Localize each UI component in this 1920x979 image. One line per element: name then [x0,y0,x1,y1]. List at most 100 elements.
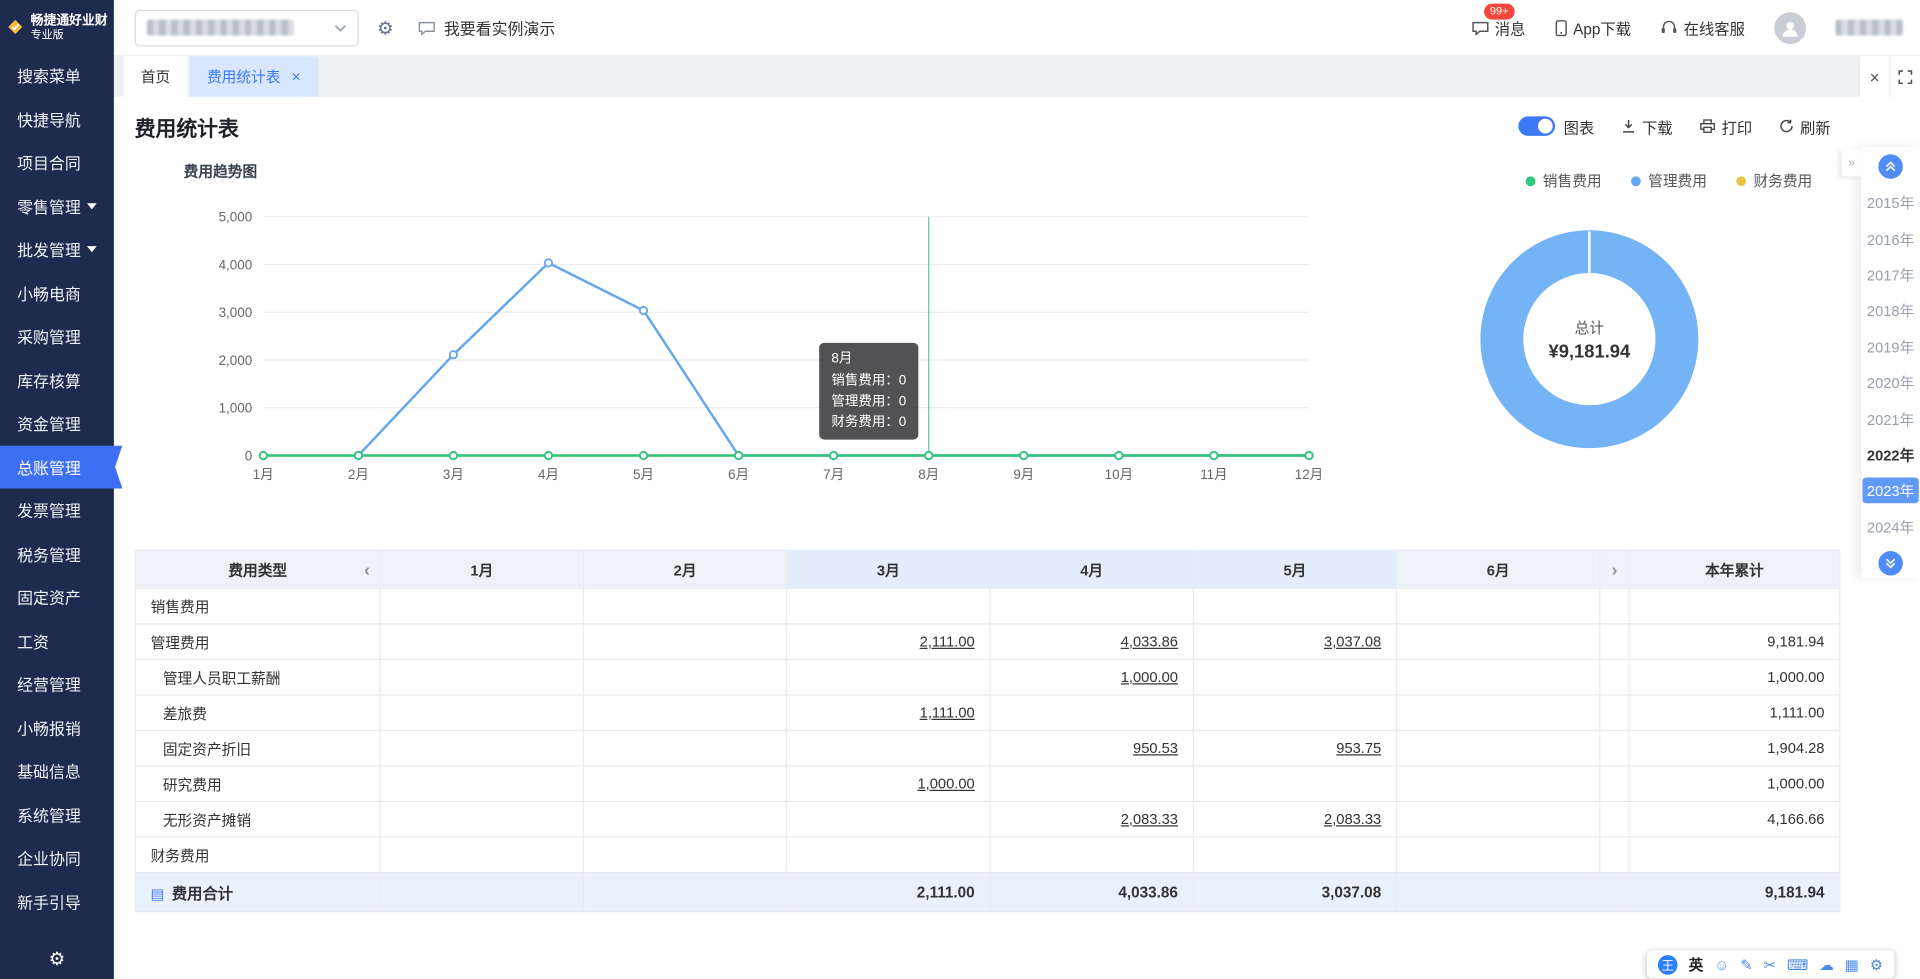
year-item[interactable]: 2019年 [1862,329,1919,365]
cell-value-link[interactable]: 1,000.00 [917,775,975,793]
year-item[interactable]: 2017年 [1862,257,1919,293]
month-cell [582,587,788,625]
chart-toggle[interactable] [1518,116,1556,136]
cell-value-link[interactable]: 3,037.08 [1324,633,1382,651]
sidebar-item[interactable]: 零售管理 [0,184,114,227]
sidebar-item[interactable]: 资金管理 [0,402,114,445]
sidebar-item[interactable]: 新手引导 [0,880,114,923]
print-button[interactable]: 打印 [1700,114,1752,137]
month-cell[interactable]: 950.53 [989,729,1194,767]
download-button[interactable]: 下载 [1621,114,1673,137]
month-cell[interactable]: 953.75 [1192,729,1398,767]
cell-value-link[interactable]: 950.53 [1133,739,1178,757]
prev-months-button[interactable]: ‹ [364,559,370,580]
month-cell[interactable]: 1,000.00 [989,658,1194,696]
scissors-icon[interactable]: ✂ [1763,955,1777,973]
month-cell[interactable]: 2,111.00 [786,623,991,661]
cloud-icon[interactable]: ☁ [1819,955,1834,973]
online-support-button[interactable]: 在线客服 [1660,16,1745,39]
sidebar-item[interactable]: 搜索菜单 [0,54,114,97]
sidebar-item[interactable]: 快捷导航 [0,97,114,140]
sidebar-item-label: 工资 [17,632,49,652]
column-header-month: 3月 [786,549,991,589]
year-item[interactable]: 2021年 [1862,401,1919,437]
sidebar-item[interactable]: 库存核算 [0,358,114,401]
svg-text:11月: 11月 [1200,467,1227,482]
scroll-years-up-button[interactable] [1878,154,1903,179]
keyboard-icon[interactable]: ⌨ [1787,955,1809,973]
year-item[interactable]: 2022年 [1862,437,1919,473]
avatar[interactable] [1774,11,1807,44]
scroll-years-down-button[interactable] [1878,550,1903,576]
month-cell[interactable]: 3,037.08 [1192,623,1398,661]
org-selector[interactable] [134,9,359,46]
year-item[interactable]: 2024年 [1862,509,1919,545]
legend-item[interactable]: 销售费用 [1525,170,1602,191]
grid-icon[interactable]: ▦ [1844,955,1859,973]
gear-icon[interactable]: ⚙ [1869,955,1884,973]
month-cell[interactable]: 4,033.86 [989,623,1194,661]
ime-language-badge[interactable]: 王 [1657,954,1678,975]
cell-value-link[interactable]: 2,083.33 [1324,810,1382,828]
app-download-button[interactable]: App下载 [1555,16,1631,39]
chevron-down-icon [86,202,97,210]
fullscreen-icon[interactable] [1889,56,1920,97]
year-item[interactable]: 2016年 [1862,221,1919,257]
legend-label: 销售费用 [1542,172,1602,190]
cell-value-link[interactable]: 953.75 [1336,739,1382,757]
sidebar-item[interactable]: 经营管理 [0,662,114,705]
sidebar-item[interactable]: 系统管理 [0,793,114,836]
month-cell [1395,729,1601,767]
cell-value-link[interactable]: 1,000.00 [1120,668,1178,686]
year-item[interactable]: 2020年 [1862,365,1919,401]
sidebar-item[interactable]: 总账管理 [0,445,122,488]
legend-item[interactable]: 财务费用 [1736,170,1812,191]
tab-list: 首页 费用统计表 × [123,56,321,97]
cell-value-link[interactable]: 1,111.00 [919,704,975,722]
sidebar-item[interactable]: 批发管理 [0,228,114,271]
sidebar-settings-gear-icon[interactable]: ⚙ [48,948,66,970]
year-item[interactable]: 2015年 [1862,185,1919,221]
sidebar-item-label: 税务管理 [17,545,81,565]
pen-icon[interactable]: ✎ [1740,955,1753,973]
close-tab-icon[interactable]: × [291,67,301,86]
table-row: 无形资产摊销 2,083.33 2,083.33 4,166.66 [134,800,1841,838]
demo-link[interactable]: 我要看实例演示 [418,16,555,39]
cell-value-link[interactable]: 2,111.00 [919,633,975,651]
sidebar-item[interactable]: 采购管理 [0,315,114,358]
table-row: 研究费用 1,000.00 1,000.00 [134,765,1841,803]
cell-value-link[interactable]: 4,033.86 [1120,633,1178,651]
month-cell[interactable]: 1,111.00 [786,694,991,732]
sidebar-item[interactable]: 固定资产 [0,576,114,619]
month-cell[interactable]: 2,083.33 [989,800,1194,838]
sidebar-item[interactable]: 发票管理 [0,489,114,532]
row-label: 销售费用 [134,587,381,625]
messages-button[interactable]: 99+ 消息 [1471,3,1525,39]
next-months-button[interactable]: › [1611,559,1618,580]
month-cell[interactable]: 1,000.00 [786,765,991,803]
sidebar-item[interactable]: 小畅报销 [0,706,114,749]
svg-text:10月: 10月 [1105,467,1133,482]
tab[interactable]: 费用统计表 × [189,56,318,97]
year-item[interactable]: 2018年 [1862,293,1919,329]
chart-toggle-label: 图表 [1563,119,1595,137]
month-cell[interactable]: 2,083.33 [1192,800,1398,838]
sidebar-item-label: 基础信息 [17,763,81,782]
sidebar-item[interactable]: 工资 [0,619,114,662]
topbar-settings-gear-icon[interactable]: ⚙ [377,17,394,39]
ime-mode-indicator[interactable]: 英 [1688,956,1704,974]
close-tabs-icon[interactable]: × [1858,56,1890,97]
sidebar-item[interactable]: 小畅电商 [0,271,114,314]
cell-value-link[interactable]: 2,083.33 [1120,810,1178,828]
collapse-year-panel-button[interactable]: » [1841,149,1862,177]
sidebar-item[interactable]: 基础信息 [0,749,114,792]
refresh-button[interactable]: 刷新 [1779,114,1831,137]
smiley-icon[interactable]: ☺ [1714,955,1730,973]
refresh-icon [1780,119,1793,133]
legend-item[interactable]: 管理费用 [1630,170,1707,191]
tab[interactable]: 首页 [123,56,188,97]
sidebar-item[interactable]: 税务管理 [0,532,114,575]
sidebar-item[interactable]: 项目合同 [0,141,114,184]
sidebar-item[interactable]: 企业协同 [0,836,114,879]
year-item[interactable]: 2023年 [1862,473,1920,509]
